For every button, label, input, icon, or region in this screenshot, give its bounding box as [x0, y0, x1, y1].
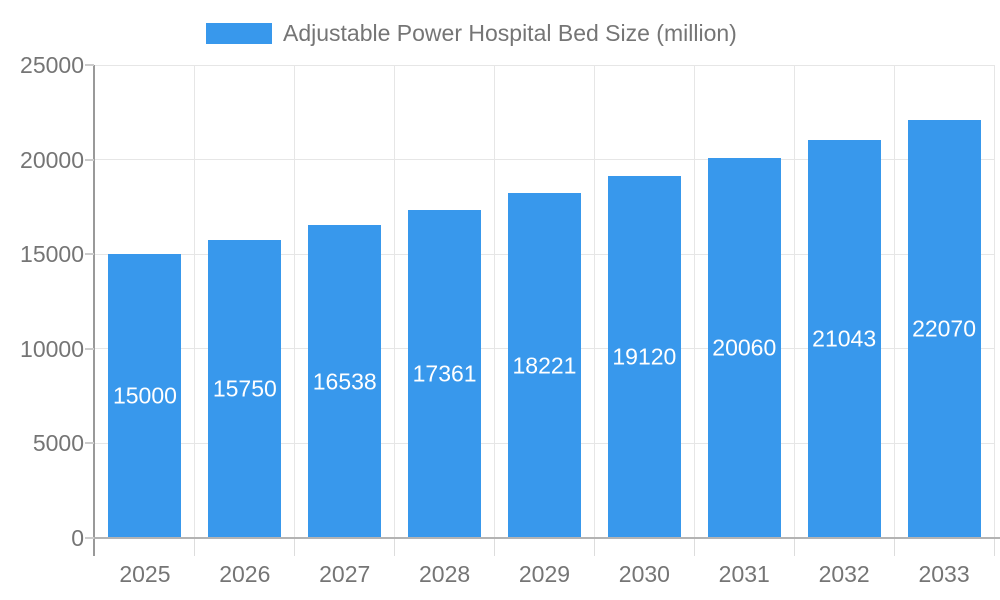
bar-value-label: 15000: [112, 382, 177, 409]
x-tick-label: 2025: [119, 561, 171, 587]
y-tick-label: 5000: [32, 430, 84, 457]
x-axis-tick: [593, 539, 595, 556]
bar[interactable]: 15750: [208, 240, 282, 538]
x-tick-label: 2029: [518, 561, 571, 587]
bar-value-label: 20060: [712, 334, 777, 361]
bar[interactable]: 17361: [408, 209, 482, 538]
bar[interactable]: 19120: [607, 176, 681, 538]
bar[interactable]: 20060: [707, 158, 781, 538]
v-gridline: [993, 65, 995, 538]
y-axis-tick: [85, 537, 94, 539]
x-tick-label: 2027: [319, 561, 371, 587]
x-tick-label: 2030: [618, 561, 670, 587]
h-gridline: [95, 159, 994, 161]
y-axis-tick: [85, 347, 94, 350]
x-tick-label: 2028: [419, 561, 471, 587]
v-gridline: [394, 65, 396, 538]
x-tick-label: 2032: [818, 561, 870, 587]
y-tick-label: 0: [71, 525, 84, 551]
v-gridline: [593, 65, 595, 538]
plot-area: 15000 15750 16538 17361 18221 19120 20060 21043…: [95, 64, 995, 538]
y-tick-label: 15000: [20, 241, 84, 268]
bar-value-label: 18221: [512, 352, 577, 379]
x-axis-tick: [893, 539, 895, 556]
y-axis-line: [93, 65, 95, 556]
x-axis-tick: [693, 539, 695, 556]
v-gridline: [194, 65, 196, 538]
x-axis-tick: [993, 539, 995, 556]
bar-value-label: 19120: [612, 343, 677, 370]
bar[interactable]: 21043: [807, 139, 881, 538]
legend-item[interactable]: Adjustable Power Hospital Bed Size (mill…: [206, 20, 737, 47]
bar-value-label: 16538: [312, 368, 377, 395]
bar-value-label: 21043: [812, 325, 877, 352]
bar-value-label: 15750: [212, 375, 277, 402]
bar[interactable]: 18221: [508, 193, 581, 538]
y-axis-tick: [85, 64, 94, 66]
v-gridline: [494, 65, 496, 538]
x-axis-tick: [294, 539, 296, 556]
bar-value-label: 17361: [412, 360, 477, 387]
h-gridline: [95, 64, 994, 66]
x-axis-tick: [494, 539, 496, 556]
x-axis-tick: [394, 539, 396, 556]
legend-swatch: [206, 23, 272, 44]
legend-label: Adjustable Power Hospital Bed Size (mill…: [283, 20, 737, 46]
v-gridline: [693, 65, 695, 538]
y-tick-label: 10000: [20, 335, 84, 362]
y-axis-tick: [85, 253, 94, 256]
v-gridline: [793, 65, 795, 538]
y-tick-label: 20000: [20, 146, 84, 173]
y-tick-label: 25000: [20, 52, 84, 78]
v-gridline: [893, 65, 895, 538]
bar-value-label: 22070: [912, 315, 977, 342]
x-tick-label: 2033: [918, 561, 970, 587]
x-axis-line: [93, 537, 1000, 539]
x-tick-label: 2031: [718, 561, 770, 587]
bar[interactable]: 16538: [308, 225, 382, 538]
bar[interactable]: 22070: [907, 120, 981, 538]
v-gridline: [294, 65, 296, 538]
bar[interactable]: 15000: [108, 254, 182, 538]
x-axis-tick: [793, 539, 795, 556]
x-axis-tick: [194, 539, 196, 556]
x-tick-label: 2026: [219, 561, 271, 587]
y-axis-tick: [85, 158, 94, 161]
y-axis-tick: [85, 442, 94, 445]
